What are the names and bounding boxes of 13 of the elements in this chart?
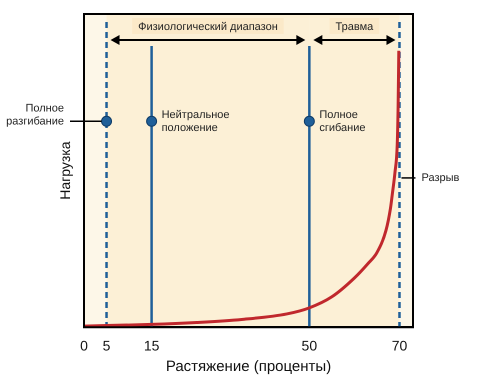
- x-tick-label: 70: [392, 337, 408, 354]
- annotation: Разрыв: [421, 172, 460, 184]
- y-axis-title: Нагрузка: [57, 141, 73, 200]
- x-tick-label: 0: [80, 337, 88, 354]
- band-label: Травма: [336, 21, 374, 33]
- x-axis-title: Растяжение (проценты): [166, 358, 332, 376]
- x-tick-label: 5: [102, 337, 111, 354]
- annotation: Полное сгибание: [319, 108, 366, 134]
- x-tick-label: 50: [302, 337, 318, 354]
- annotation: Полное разгибание: [6, 102, 64, 128]
- band-label: Физиологический диапазон: [138, 21, 278, 33]
- annotation: Нейтральное положение: [162, 108, 230, 134]
- x-tick-label: 15: [144, 337, 160, 354]
